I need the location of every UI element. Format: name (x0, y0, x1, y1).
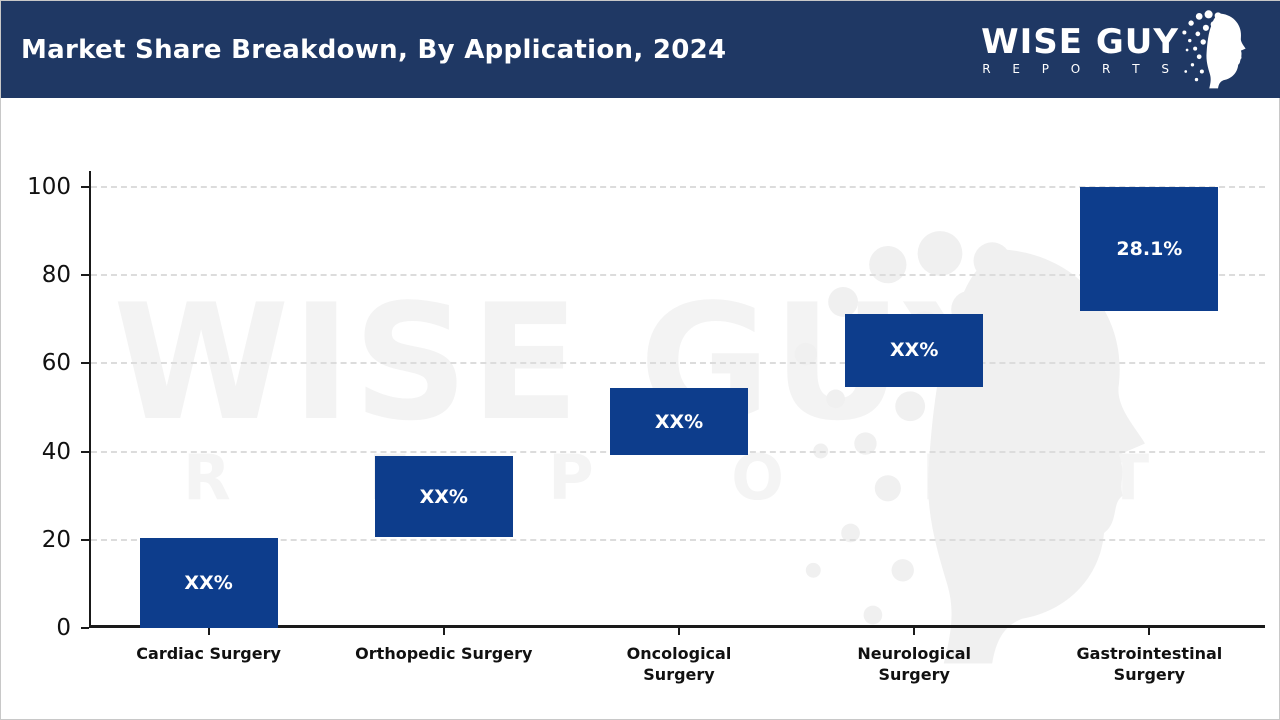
gridline-y-60 (91, 362, 1265, 365)
x-tick-mark (1148, 628, 1151, 635)
brand-face-icon (1179, 8, 1253, 92)
brand-logo: WISE GUY R E P O R T S (981, 8, 1253, 92)
bar-value-label: XX% (184, 572, 233, 594)
x-tick-mark (678, 628, 680, 635)
x-tick-label-oncological-surgery: Oncological Surgery (559, 643, 799, 685)
y-tick-label-0: 0 (56, 615, 71, 641)
page-title: Market Share Breakdown, By Application, … (21, 34, 727, 65)
y-tick-label-100: 100 (27, 174, 71, 200)
bar-oncological-surgery: XX% (610, 388, 748, 456)
gridline-y-20 (91, 538, 1265, 541)
gridline-y-100 (91, 186, 1265, 188)
x-tick-label-line: Gastrointestinal (1076, 644, 1223, 663)
x-tick-mark (442, 628, 445, 635)
bar-gastrointestinal-surgery: 28.1% (1080, 187, 1219, 311)
bar-value-label: XX% (654, 410, 704, 433)
x-tick-label-line: Orthopedic Surgery (355, 644, 533, 663)
y-tick-label-40: 40 (41, 438, 71, 465)
bar-value-label: 28.1% (1116, 237, 1183, 260)
x-tick-label-line: Cardiac Surgery (136, 644, 281, 663)
x-tick-mark (913, 628, 916, 635)
y-tick-mark-40 (81, 450, 89, 453)
x-tick-label-line: Surgery (643, 665, 715, 684)
y-tick-mark-20 (81, 538, 89, 541)
x-tick-mark (207, 628, 210, 635)
y-tick-mark-0 (81, 627, 89, 629)
bar-value-label: XX% (890, 339, 939, 362)
header-bar: Market Share Breakdown, By Application, … (1, 1, 1280, 98)
bar-orthopedic-surgery: XX% (374, 456, 513, 538)
brand-logo-text: WISE GUY R E P O R T S (981, 24, 1179, 76)
gridline-y-80 (91, 274, 1265, 277)
y-tick-label-60: 60 (41, 350, 71, 377)
y-tick-label-20: 20 (41, 526, 71, 553)
brand-tagline: R E P O R T S (982, 61, 1178, 76)
y-tick-label-80: 80 (41, 262, 71, 289)
x-tick-label-cardiac-surgery: Cardiac Surgery (89, 643, 329, 664)
x-tick-label-line: Surgery (878, 665, 950, 684)
y-tick-mark-100 (81, 186, 89, 188)
x-tick-label-orthopedic-surgery: Orthopedic Surgery (324, 643, 564, 664)
x-tick-label-neurological-surgery: Neurological Surgery (794, 643, 1034, 685)
x-tick-label-line: Oncological (626, 644, 732, 663)
x-tick-label-gastrointestinal-surgery: Gastrointestinal Surgery (1029, 643, 1269, 685)
y-tick-mark-60 (81, 362, 89, 365)
brand-name: WISE GUY (981, 21, 1179, 62)
bar-neurological-surgery: XX% (845, 313, 984, 387)
bar-cardiac-surgery: XX% (139, 538, 278, 628)
x-tick-label-line: Neurological (857, 644, 972, 663)
waterfall-chart: 0 20 40 60 80 100 XX% Cardiac Surgery XX% Orthope… (27, 171, 1265, 684)
x-tick-label-line: Surgery (1113, 665, 1186, 684)
y-tick-mark-80 (81, 274, 89, 277)
bar-value-label: XX% (419, 485, 468, 508)
